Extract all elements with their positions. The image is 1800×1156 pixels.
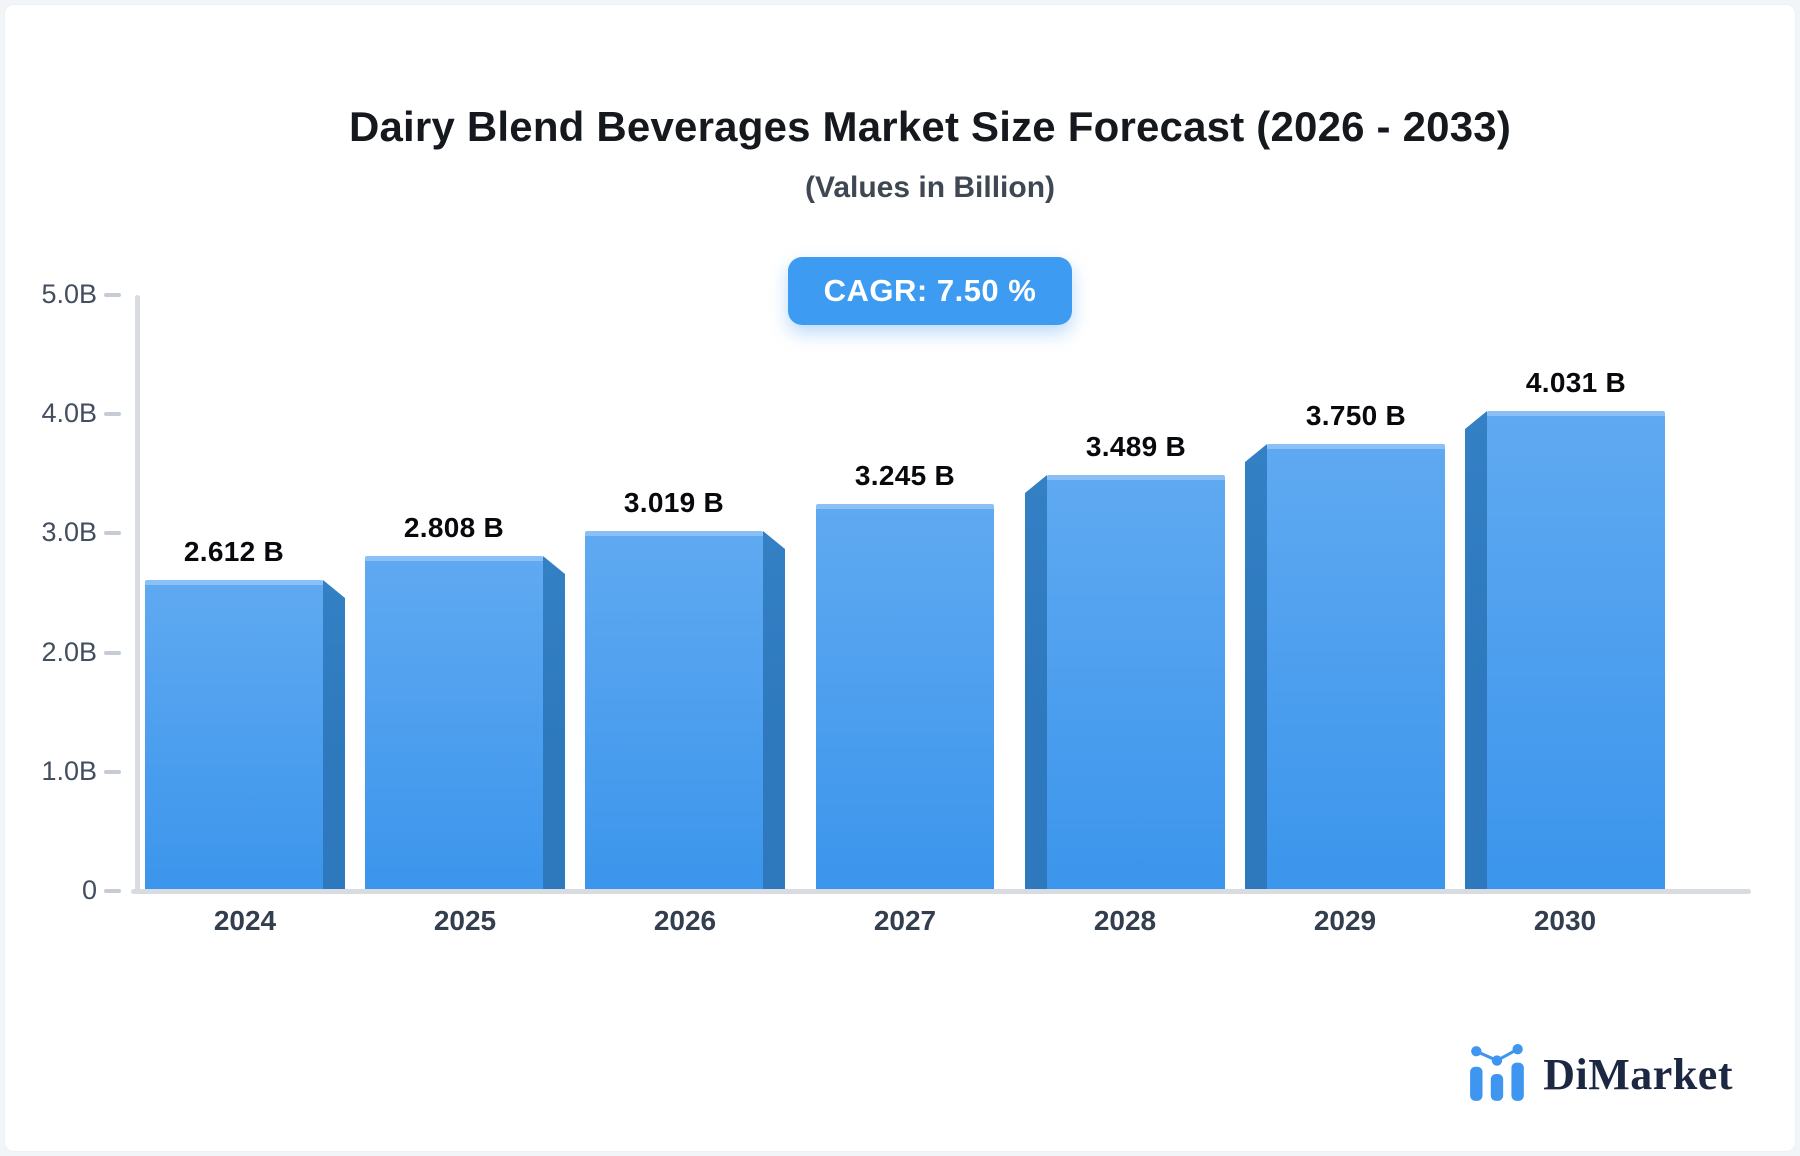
bar-2028 xyxy=(1047,475,1225,894)
x-axis-label-2026: 2026 xyxy=(653,905,717,936)
bar-value-label-2027: 3.245 B xyxy=(854,460,956,491)
x-axis-label-2024: 2024 xyxy=(213,905,277,936)
y-axis-tick-2.0B xyxy=(104,650,121,655)
x-axis-label-2028: 2028 xyxy=(1093,905,1157,936)
y-axis-tick-label-2.0B: 2.0B xyxy=(41,636,97,667)
y-axis-tick-label-1.0B: 1.0B xyxy=(41,755,97,786)
y-axis-tick-3.0B xyxy=(104,531,121,536)
x-axis-label-2027: 2027 xyxy=(873,905,937,936)
y-axis-tick-1.0B xyxy=(104,769,121,774)
bar-side-2030 xyxy=(1465,411,1487,894)
chart-title: Dairy Blend Beverages Market Size Foreca… xyxy=(348,103,1512,150)
y-axis-tick-label-3.0B: 3.0B xyxy=(41,517,97,548)
bar-2030 xyxy=(1487,411,1665,894)
bar-value-label-2029: 3.750 B xyxy=(1305,400,1407,431)
x-axis-line xyxy=(131,889,1751,894)
bar-side-2029 xyxy=(1245,444,1267,894)
x-axis-label-2030: 2030 xyxy=(1533,905,1597,936)
x-axis-label-2029: 2029 xyxy=(1313,905,1377,936)
bar-value-label-2028: 3.489 B xyxy=(1085,431,1187,462)
bar-value-label-2030: 4.031 B xyxy=(1525,367,1627,398)
dimarket-bars-icon xyxy=(1470,1044,1525,1101)
x-axis-label-2025: 2025 xyxy=(433,905,497,936)
y-axis-tick-4.0B xyxy=(104,412,121,417)
bar-side-2028 xyxy=(1025,475,1047,894)
y-axis-tick-label-4.0B: 4.0B xyxy=(41,398,97,429)
y-axis-tick-label-0: 0 xyxy=(81,875,97,905)
cagr-badge-wrap: CAGR: 7.50 % xyxy=(125,257,1735,325)
bar-2026 xyxy=(585,531,763,894)
chart-subtitle: (Values in Billion) xyxy=(804,171,1056,204)
bar-2024 xyxy=(145,580,323,894)
bar-2029 xyxy=(1267,444,1445,894)
y-axis-tick-0 xyxy=(104,889,121,893)
cagr-badge: CAGR: 7.50 % xyxy=(787,257,1073,325)
bar-2025 xyxy=(365,556,543,894)
bar-side-2024 xyxy=(323,580,345,894)
bar-value-label-2026: 3.019 B xyxy=(623,487,725,518)
bar-side-2025 xyxy=(543,556,565,894)
bar-side-2026 xyxy=(763,531,785,894)
y-axis-tick-5.0B xyxy=(104,293,121,297)
y-axis-line xyxy=(135,295,140,891)
brand-logo: DiMarket xyxy=(1467,1043,1733,1105)
chart-card: Dairy Blend Beverages Market Size Foreca… xyxy=(4,4,1796,1152)
bar-value-label-2025: 2.808 B xyxy=(403,512,505,543)
bar-value-label-2024: 2.612 B xyxy=(183,536,285,567)
y-axis-tick-label-5.0B: 5.0B xyxy=(41,279,97,309)
bar-2027 xyxy=(816,504,994,894)
brand-name: DiMarket xyxy=(1543,1049,1733,1099)
